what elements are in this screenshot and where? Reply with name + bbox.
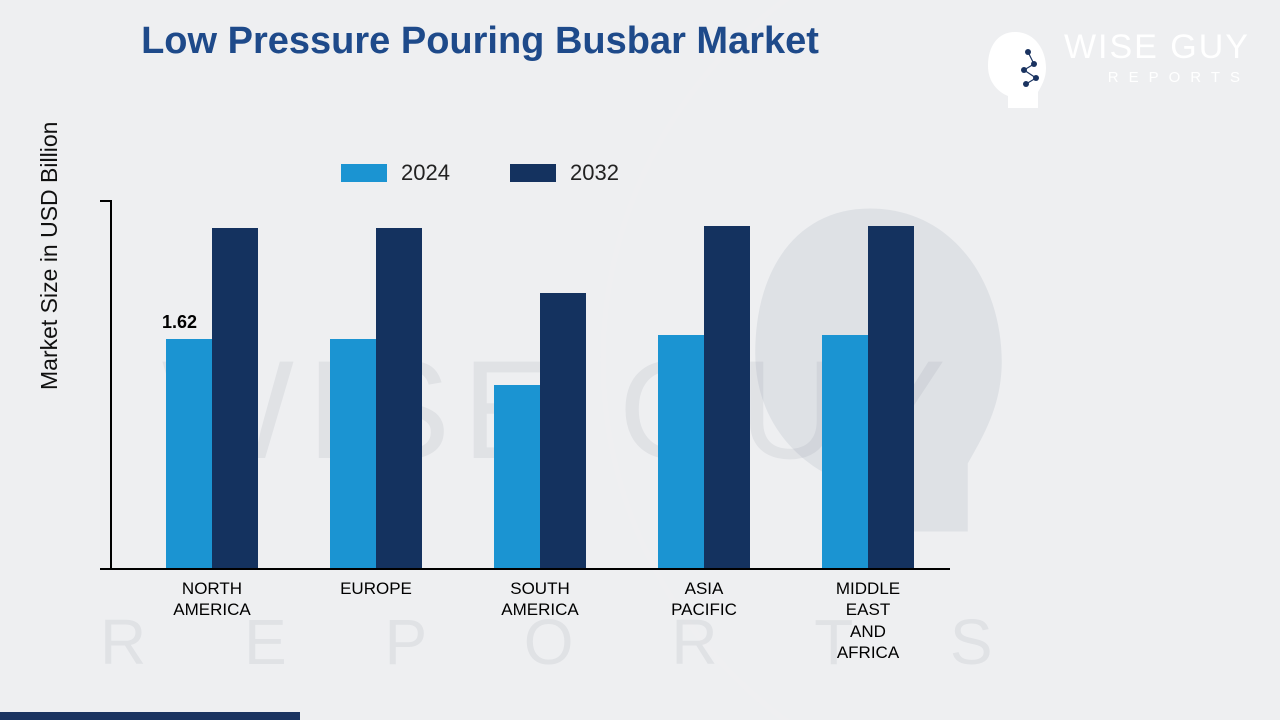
bar-group — [822, 226, 914, 570]
page-title: Low Pressure Pouring Busbar Market — [0, 20, 960, 63]
bar-2032 — [212, 228, 258, 570]
legend-label-2024: 2024 — [401, 160, 450, 186]
legend-label-2032: 2032 — [570, 160, 619, 186]
y-tick — [100, 568, 110, 570]
chart-area: 1.62 — [110, 200, 950, 570]
y-axis-line — [110, 200, 112, 570]
bar-group — [330, 228, 422, 570]
brand-head-icon — [980, 30, 1050, 110]
bar-value-label: 1.62 — [162, 312, 197, 333]
y-tick — [100, 200, 110, 202]
brand-logo: WISE GUY REPORTS — [1064, 28, 1250, 86]
legend-swatch-2024 — [341, 164, 387, 182]
y-axis-label: Market Size in USD Billion — [36, 122, 63, 390]
x-tick-label: EUROPE — [311, 578, 441, 663]
bar-2024 — [166, 339, 212, 570]
bar-2024 — [494, 385, 540, 570]
x-axis-line — [110, 568, 950, 570]
brand-line1: WISE GUY — [1064, 28, 1250, 67]
bar-2024 — [822, 335, 868, 570]
bar-2024 — [330, 339, 376, 570]
legend-item-2024: 2024 — [341, 160, 450, 186]
legend-swatch-2032 — [510, 164, 556, 182]
bar-2024 — [658, 335, 704, 570]
legend-item-2032: 2032 — [510, 160, 619, 186]
bar-group — [658, 226, 750, 570]
x-tick-label: ASIA PACIFIC — [639, 578, 769, 663]
bar-group — [494, 293, 586, 571]
x-tick-label: SOUTH AMERICA — [475, 578, 605, 663]
bar-2032 — [540, 293, 586, 571]
x-tick-label: NORTH AMERICA — [147, 578, 277, 663]
bar-2032 — [376, 228, 422, 570]
legend: 2024 2032 — [0, 160, 960, 186]
brand-line2: REPORTS — [1064, 69, 1250, 86]
x-axis-labels: NORTH AMERICA EUROPE SOUTH AMERICA ASIA PAC… — [130, 578, 950, 663]
footer-accent — [0, 712, 300, 720]
bar-groups: 1.62 — [130, 200, 950, 570]
bar-group: 1.62 — [166, 228, 258, 570]
bar-2032 — [868, 226, 914, 570]
x-tick-label: MIDDLE EAST AND AFRICA — [803, 578, 933, 663]
bar-2032 — [704, 226, 750, 570]
